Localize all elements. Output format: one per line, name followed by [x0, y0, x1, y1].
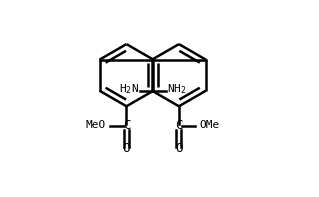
Text: O: O — [123, 142, 130, 155]
Text: MeO: MeO — [86, 120, 106, 130]
Text: O: O — [175, 142, 183, 155]
Text: C: C — [175, 119, 183, 132]
Text: NH$_{2}$: NH$_{2}$ — [167, 82, 186, 96]
Text: OMe: OMe — [199, 120, 219, 130]
Text: C: C — [123, 119, 130, 132]
Text: H$_{2}$N: H$_{2}$N — [119, 82, 139, 96]
